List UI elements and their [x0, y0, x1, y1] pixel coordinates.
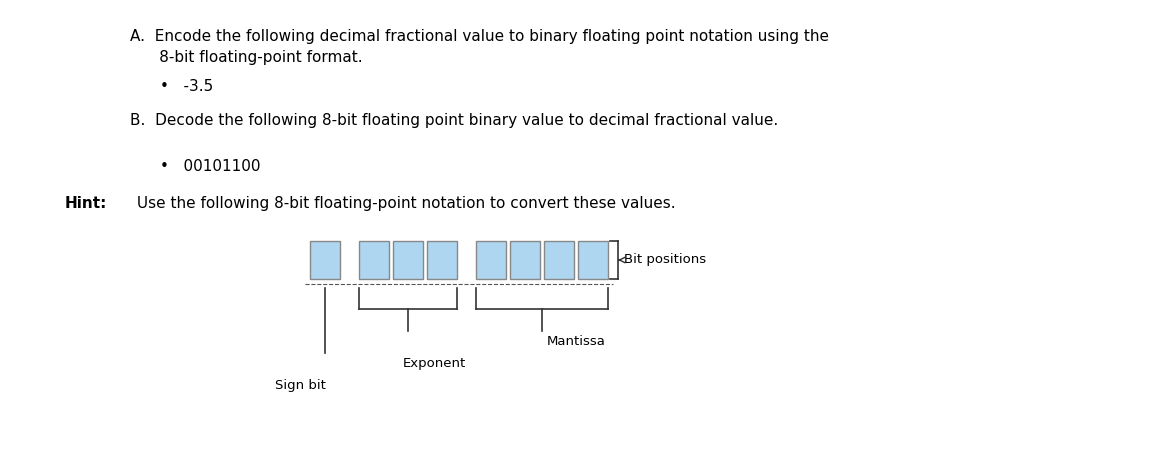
Text: Mantissa: Mantissa	[548, 335, 606, 348]
Text: Bit positions: Bit positions	[624, 253, 706, 267]
Text: B.  Decode the following 8-bit floating point binary value to decimal fractional: B. Decode the following 8-bit floating p…	[130, 113, 778, 128]
FancyBboxPatch shape	[310, 241, 340, 279]
Text: Exponent: Exponent	[403, 357, 466, 370]
FancyBboxPatch shape	[510, 241, 540, 279]
FancyBboxPatch shape	[578, 241, 607, 279]
Text: •   -3.5: • -3.5	[160, 79, 213, 94]
FancyBboxPatch shape	[427, 241, 457, 279]
Text: Use the following 8-bit floating-point notation to convert these values.: Use the following 8-bit floating-point n…	[132, 196, 676, 211]
Text: Sign bit: Sign bit	[275, 379, 325, 392]
FancyBboxPatch shape	[544, 241, 575, 279]
FancyBboxPatch shape	[392, 241, 423, 279]
FancyBboxPatch shape	[360, 241, 389, 279]
Text: •   00101100: • 00101100	[160, 159, 261, 174]
Text: Hint:: Hint:	[65, 196, 107, 211]
Text: A.  Encode the following decimal fractional value to binary floating point notat: A. Encode the following decimal fraction…	[130, 29, 830, 65]
FancyBboxPatch shape	[476, 241, 506, 279]
